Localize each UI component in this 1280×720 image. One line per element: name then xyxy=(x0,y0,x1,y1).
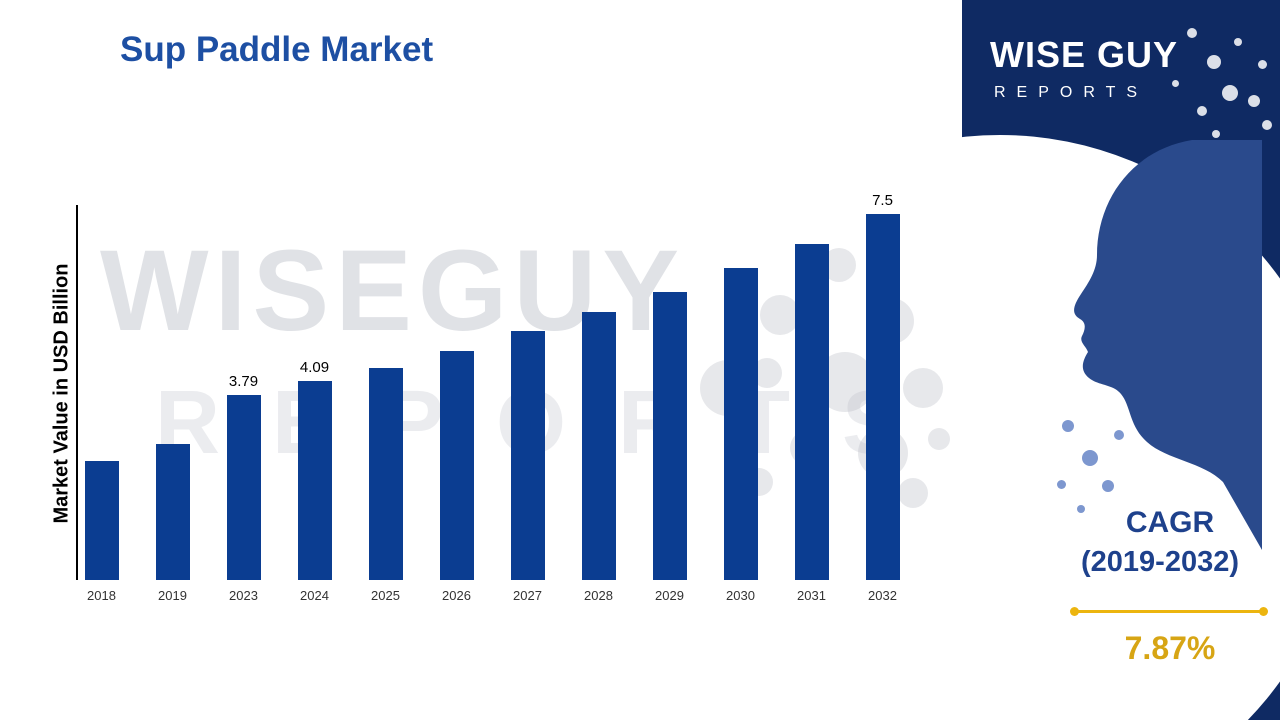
face-silhouette-icon xyxy=(1074,140,1262,550)
bar-2029 xyxy=(634,190,705,580)
accent-line-right-dot xyxy=(1259,607,1268,616)
x-tick-2019: 2019 xyxy=(158,588,187,603)
bar-value-label-2023: 3.79 xyxy=(228,373,259,391)
x-tick-2025: 2025 xyxy=(371,588,400,603)
x-tick-2031: 2031 xyxy=(797,588,826,603)
x-tick-2028: 2028 xyxy=(584,588,613,603)
accent-line-left-dot xyxy=(1070,607,1079,616)
bar-value-label-2024: 4.09 xyxy=(299,358,330,376)
bar-2025 xyxy=(350,190,421,580)
x-tick-2024: 2024 xyxy=(300,588,329,603)
bar-2023: 3.79 xyxy=(208,190,279,580)
bar-2028 xyxy=(563,190,634,580)
brand-logo-wiseguy: WISE GUY xyxy=(990,34,1179,75)
y-axis-label: Market Value in USD Billion xyxy=(50,263,73,524)
cagr-value: 7.87% xyxy=(1124,630,1216,666)
y-axis-line xyxy=(76,205,78,580)
bar-2026 xyxy=(421,190,492,580)
page-title: Sup Paddle Market xyxy=(120,30,434,69)
cagr-label: CAGR xyxy=(1125,506,1215,539)
bar-2032: 7.5 xyxy=(847,190,918,580)
bar-2018 xyxy=(66,190,137,580)
accent-line xyxy=(1075,610,1265,613)
bar-value-label-2032: 7.5 xyxy=(872,192,893,210)
bars-container: 3.79 4.09 7.5 xyxy=(66,190,918,580)
bar-2027 xyxy=(492,190,563,580)
x-tick-2032: 2032 xyxy=(868,588,897,603)
x-tick-2018: 2018 xyxy=(87,588,116,603)
bar-2030 xyxy=(705,190,776,580)
bar-2019 xyxy=(137,190,208,580)
brand-panel: WISE GUY REPORTS xyxy=(962,0,1280,720)
x-tick-2026: 2026 xyxy=(442,588,471,603)
bar-2031 xyxy=(776,190,847,580)
x-tick-2030: 2030 xyxy=(726,588,755,603)
x-tick-2023: 2023 xyxy=(229,588,258,603)
bar-2024: 4.09 xyxy=(279,190,350,580)
x-tick-2029: 2029 xyxy=(655,588,684,603)
x-tick-2027: 2027 xyxy=(513,588,542,603)
cagr-range: (2019-2032) xyxy=(1081,546,1239,578)
x-axis-ticks: 2018 2019 2023 2024 2025 2026 2027 2028 2029 2030… xyxy=(66,588,918,603)
brand-logo-reports: REPORTS xyxy=(994,84,1149,101)
